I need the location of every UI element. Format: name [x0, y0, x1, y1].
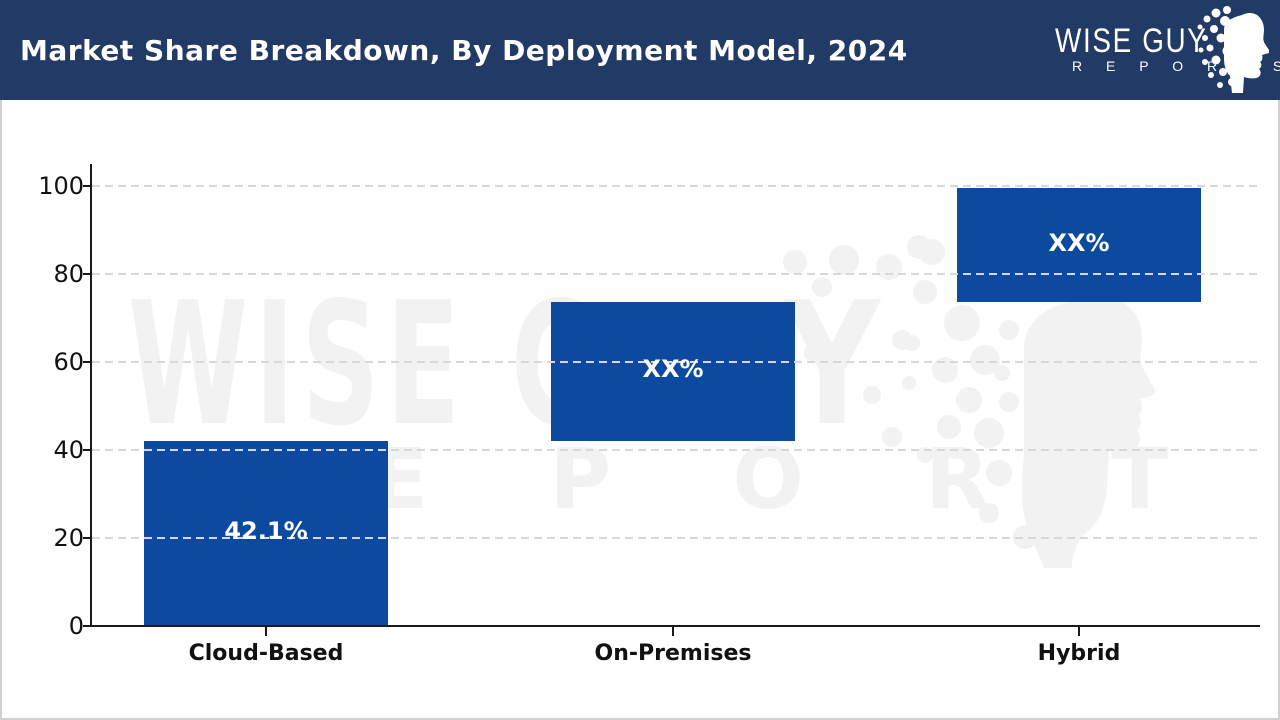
x-category-label: Hybrid — [1037, 641, 1121, 666]
chart-plot-area: WISE G Y R E P O R T S 0 20 40 60 80 100 42.1%… — [0, 100, 1280, 720]
gridline — [92, 273, 1258, 275]
x-tick-mark — [265, 627, 267, 636]
watermark-head-profile-icon — [1021, 296, 1155, 568]
bar-value-label: XX% — [1048, 229, 1110, 258]
watermark-wise-text: WISE G — [128, 266, 607, 464]
chart-title: Market Share Breakdown, By Deployment Mo… — [20, 34, 908, 67]
header-bar: Market Share Breakdown, By Deployment Mo… — [0, 0, 1280, 100]
gridline — [92, 537, 1258, 539]
y-tick-mark — [83, 185, 91, 187]
x-tick-mark — [1078, 627, 1080, 636]
y-axis-line — [90, 164, 92, 627]
y-tick-label: 60 — [53, 348, 84, 376]
bar-cloud-based — [144, 440, 388, 626]
y-tick-label: 100 — [38, 172, 84, 200]
y-tick-label: 80 — [53, 260, 84, 288]
y-tick-label: 40 — [53, 436, 84, 464]
y-tick-label: 0 — [68, 612, 84, 640]
bar-hybrid — [957, 188, 1201, 303]
logo-brand-text: WISE GUY — [1055, 22, 1208, 60]
y-tick-mark — [83, 537, 91, 539]
gridline — [92, 361, 1258, 363]
wise-guy-reports-logo: WISE GUY R E P O R T S — [1020, 0, 1280, 100]
x-category-label: Cloud-Based — [188, 641, 344, 666]
y-tick-mark — [83, 625, 91, 627]
x-axis-line — [90, 625, 1260, 627]
y-tick-mark — [83, 361, 91, 363]
x-tick-mark — [672, 627, 674, 636]
gridline — [92, 185, 1258, 187]
y-tick-label: 20 — [53, 524, 84, 552]
bar-on-premises — [551, 302, 795, 441]
x-category-label: On-Premises — [594, 641, 752, 666]
watermark-dots-cluster — [783, 235, 1037, 549]
watermark-y-text: Y — [784, 266, 881, 464]
bar-value-label: 42.1% — [224, 517, 308, 546]
bar-value-label: XX% — [642, 355, 704, 384]
y-tick-mark — [83, 273, 91, 275]
gridline — [92, 449, 1258, 451]
dotted-head-profile-icon — [1197, 6, 1269, 94]
y-tick-mark — [83, 449, 91, 451]
